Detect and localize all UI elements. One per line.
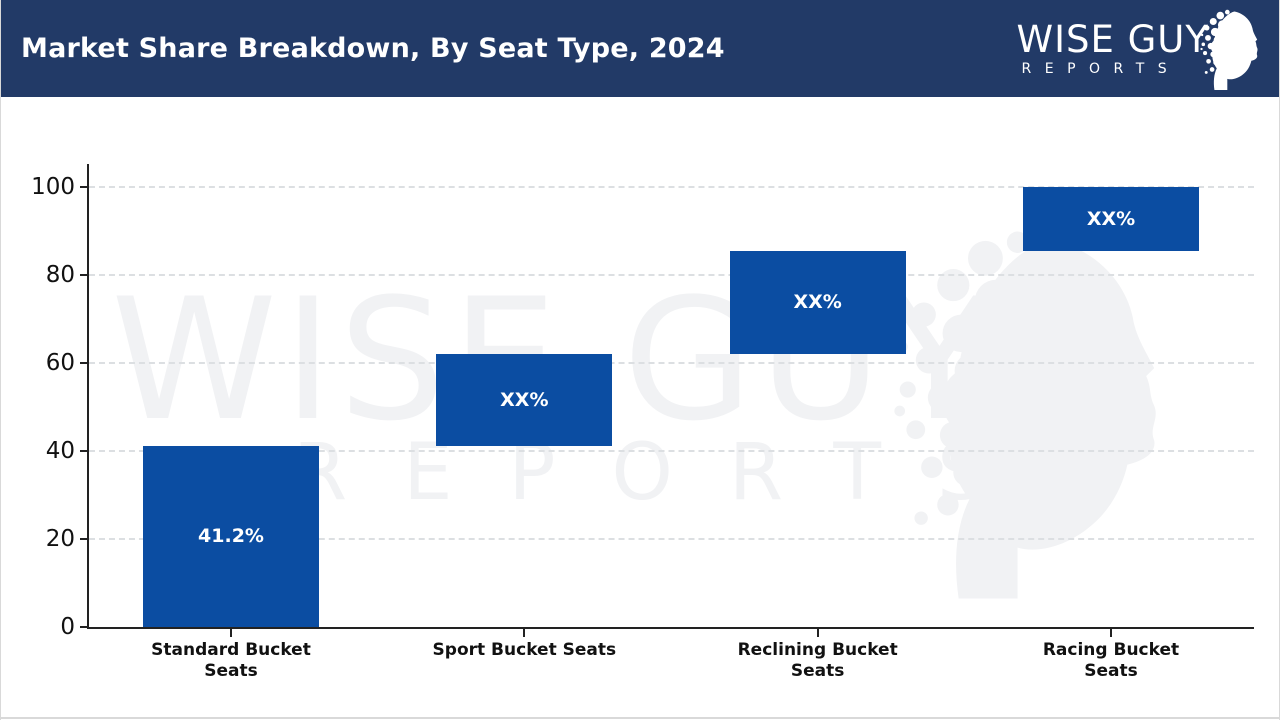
y-tick-mark — [80, 186, 88, 188]
category-label-line: Racing Bucket — [1042, 640, 1180, 660]
brand-logo-text: WISE GUY REPORTS — [1017, 21, 1209, 76]
bar-segment: XX% — [729, 250, 906, 355]
watermark-head-icon — [889, 222, 1189, 600]
category-label: Standard Bucket Seats — [116, 640, 346, 682]
bottom-divider — [1, 717, 1279, 719]
category-label: Sport Bucket Seats — [409, 640, 639, 661]
gridline-y20 — [89, 538, 1254, 540]
bar-value-label: XX% — [500, 388, 549, 411]
x-tick-mark — [816, 629, 819, 637]
category-label: Racing Bucket Seats — [996, 640, 1226, 682]
x-tick-mark — [230, 629, 232, 637]
y-axis-line — [87, 164, 89, 629]
bar-value-label: 41.2% — [198, 525, 264, 548]
brand-head-icon — [1199, 8, 1265, 90]
gridline-y100 — [89, 186, 1254, 188]
category-label-line: Standard Bucket — [151, 640, 311, 660]
y-tick-label: 80 — [45, 262, 75, 288]
gridline-y40 — [89, 450, 1254, 452]
brand-name: WISE GUY — [1016, 18, 1209, 61]
y-tick-mark — [80, 362, 88, 364]
category-label: Reclining Bucket Seats — [703, 640, 933, 682]
x-tick-mark — [523, 629, 526, 637]
y-tick-label: 20 — [45, 526, 75, 552]
y-tick-label: 0 — [60, 614, 75, 640]
page-title: Market Share Breakdown, By Seat Type, 20… — [21, 33, 725, 64]
y-tick-label: 100 — [31, 174, 75, 200]
brand-logo: WISE GUY REPORTS — [1017, 8, 1265, 90]
bar-value-label: XX% — [1086, 207, 1136, 230]
bar-segment: 41.2% — [143, 445, 319, 627]
gridline-y80 — [89, 274, 1254, 276]
bar-segment: XX% — [436, 354, 613, 446]
y-tick-mark — [80, 626, 88, 628]
y-tick-mark — [80, 274, 88, 276]
category-label-line: Sport Bucket Seats — [432, 640, 617, 660]
category-label-line: Seats — [204, 661, 258, 682]
y-tick-mark — [80, 450, 88, 452]
category-label-line: Seats — [790, 661, 845, 682]
gridline-y60 — [89, 362, 1254, 364]
bar-segment: XX% — [1022, 187, 1199, 251]
header: Market Share Breakdown, By Seat Type, 20… — [1, 0, 1279, 97]
y-tick-mark — [80, 538, 88, 540]
y-tick-label: 40 — [45, 438, 75, 464]
brand-subtitle: REPORTS — [1021, 61, 1181, 77]
x-tick-mark — [1109, 629, 1112, 637]
y-tick-label: 60 — [45, 350, 75, 376]
x-axis-line — [87, 627, 1254, 629]
bar-value-label: XX% — [793, 291, 842, 314]
watermark-subtext: REPORTS — [293, 428, 1043, 518]
category-label-line: Seats — [1084, 661, 1138, 682]
category-label-line: Reclining Bucket — [737, 640, 898, 660]
